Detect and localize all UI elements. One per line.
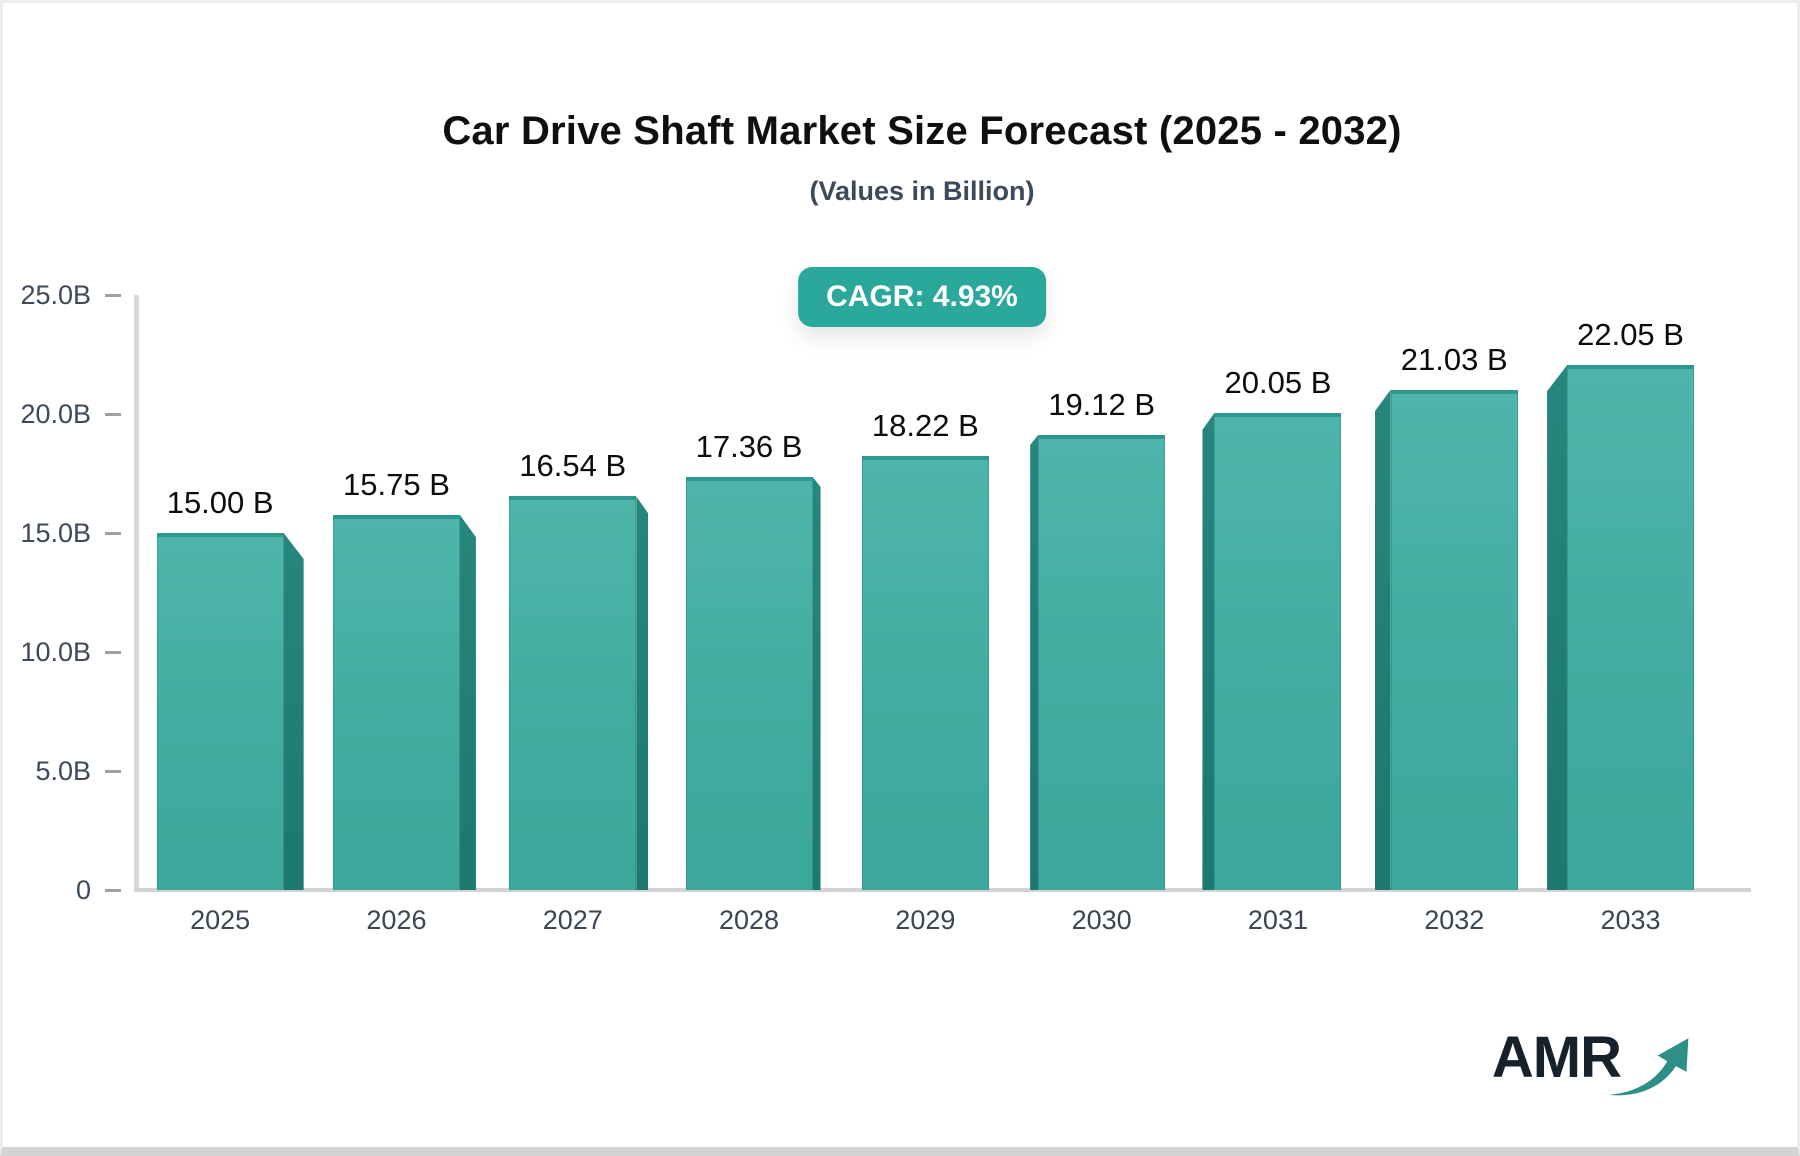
y-axis-label-5.0B: 5.0B: [35, 756, 91, 786]
bar-group-2030: 19.12 B: [1014, 295, 1190, 890]
bar-group-2032: 21.03 B: [1366, 295, 1542, 890]
y-axis-label-15.0B: 15.0B: [20, 518, 91, 548]
bar-2028: [685, 476, 813, 890]
bar-2025: [156, 533, 284, 890]
chart-title: Car Drive Shaft Market Size Forecast (20…: [442, 109, 1402, 153]
chart-subtitle: (Values in Billion): [809, 176, 1035, 206]
bar-value-label-2025: 15.00 B: [166, 485, 274, 520]
bar-3d-side: [636, 496, 649, 890]
x-axis-label-2028: 2028: [719, 905, 780, 935]
bar-3d-side: [1374, 389, 1391, 890]
bar-2027: [509, 496, 637, 890]
x-axis-label-2025: 2025: [190, 905, 251, 935]
bar-3d-side: [1030, 434, 1039, 890]
bar-group-2025: 15.00 B: [132, 295, 308, 890]
bar-value-label-2028: 17.36 B: [695, 428, 803, 464]
bar-group-2031: 20.05 B: [1190, 295, 1366, 890]
bar-3d-side: [283, 533, 304, 890]
growth-arrow-icon: [1605, 1031, 1697, 1110]
bar-2030: [1038, 434, 1166, 890]
y-axis-tick: [105, 650, 121, 654]
bar-3d-side: [459, 515, 476, 890]
bar-group-2033: 22.05 B: [1542, 295, 1718, 890]
x-axis-label-2026: 2026: [366, 905, 427, 935]
x-axis-label-2030: 2030: [1071, 905, 1132, 935]
y-axis-line: [134, 295, 139, 891]
bar-value-label-2029: 18.22 B: [871, 408, 979, 444]
y-axis-tick: [105, 769, 121, 773]
bar-group-2026: 15.75 B: [308, 295, 484, 890]
bar-3d-side: [1202, 412, 1215, 890]
amr-logo: AMR: [1492, 1029, 1697, 1110]
bar-2029: [861, 456, 989, 890]
chart-header: Car Drive Shaft Market Size Forecast (20…: [25, 3, 1797, 207]
bar-group-2028: 17.36 B: [661, 295, 837, 890]
bar-group-2029: 18.22 B: [837, 295, 1013, 890]
amr-logo-text: AMR: [1491, 1025, 1622, 1090]
bar-2033: [1567, 365, 1695, 890]
x-axis-label-2031: 2031: [1247, 905, 1308, 935]
bar-group-2027: 16.54 B: [485, 295, 661, 890]
bar-2031: [1214, 412, 1342, 890]
y-axis-label-0: 0: [75, 875, 91, 905]
y-axis-tick: [105, 293, 121, 297]
x-axis-label-2032: 2032: [1424, 905, 1485, 935]
bar-value-label-2033: 22.05 B: [1577, 317, 1684, 353]
y-axis-label-20.0B: 20.0B: [20, 399, 91, 429]
y-axis-tick: [105, 888, 121, 892]
x-axis-baseline: [134, 888, 1751, 892]
bar-3d-side: [1547, 365, 1568, 890]
x-axis-label-2027: 2027: [542, 905, 603, 935]
y-axis-tick: [105, 412, 121, 416]
bar-2032: [1390, 389, 1518, 890]
bar-2026: [332, 515, 460, 890]
y-axis-label-25.0B: 25.0B: [20, 280, 91, 310]
bar-value-label-2026: 15.75 B: [343, 467, 450, 503]
bar-value-label-2031: 20.05 B: [1224, 364, 1332, 400]
bar-value-label-2030: 19.12 B: [1048, 386, 1156, 422]
y-axis-label-10.0B: 10.0B: [20, 637, 91, 667]
x-axis-label-2033: 2033: [1600, 905, 1661, 935]
bar-value-label-2027: 16.54 B: [519, 448, 627, 484]
bar-3d-side: [812, 476, 821, 890]
x-axis-label-2029: 2029: [895, 905, 956, 935]
cagr-badge: CAGR: 4.93%: [798, 267, 1046, 327]
y-axis-tick: [105, 531, 121, 535]
bar-value-label-2032: 21.03 B: [1400, 341, 1508, 377]
